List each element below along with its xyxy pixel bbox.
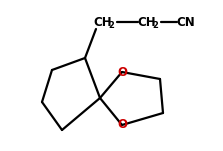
Text: 2: 2	[152, 21, 158, 31]
Text: O: O	[117, 66, 127, 79]
Text: CH: CH	[94, 16, 112, 29]
Text: O: O	[117, 119, 127, 132]
Text: CN: CN	[177, 16, 195, 29]
Text: CH: CH	[138, 16, 156, 29]
Text: 2: 2	[108, 21, 114, 31]
